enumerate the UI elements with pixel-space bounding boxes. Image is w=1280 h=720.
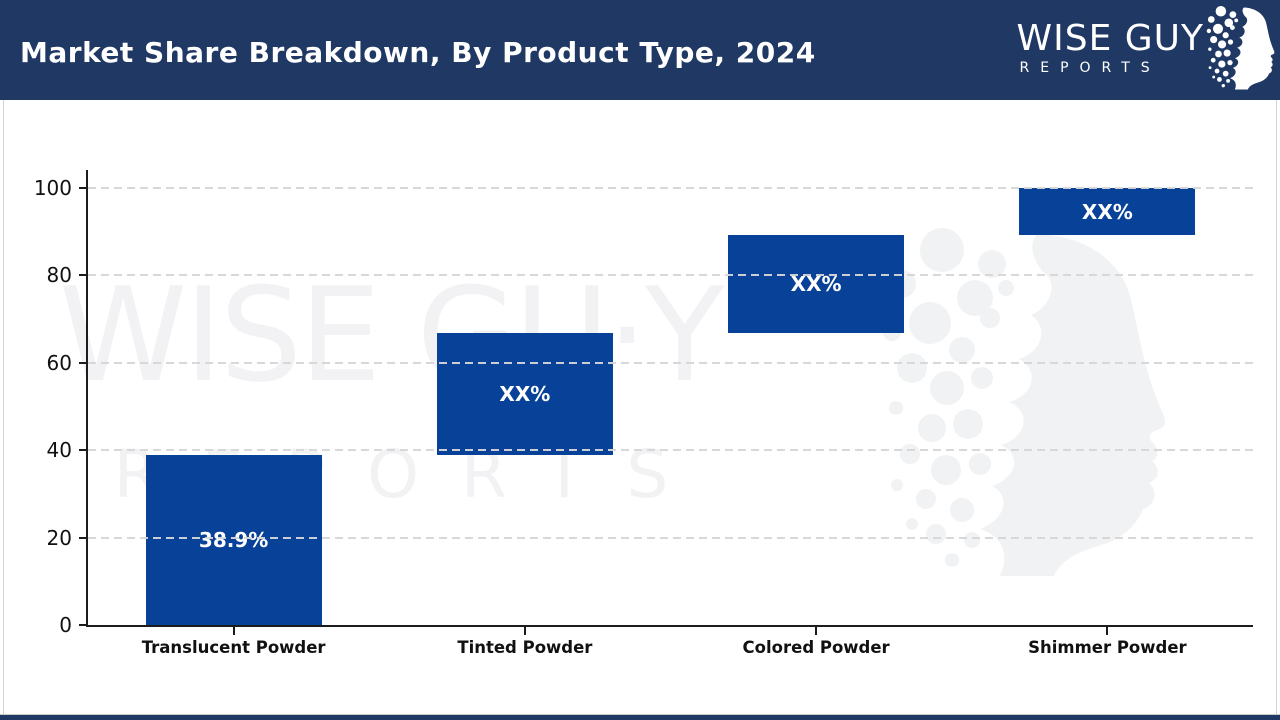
logo-wordmark: WISE GUY REPORTS <box>1016 18 1205 76</box>
y-tick-60 <box>79 361 86 364</box>
y-tick-label-100: 100 <box>33 176 72 200</box>
header: Market Share Breakdown, By Product Type,… <box>0 0 1280 100</box>
y-tick-100 <box>79 187 86 189</box>
y-tick-80 <box>79 274 86 277</box>
bar-value-label: XX% <box>1081 199 1133 224</box>
x-tick <box>1106 627 1109 635</box>
y-tick-40 <box>79 449 86 452</box>
gridline-40 <box>88 449 1253 452</box>
y-tick-0 <box>79 624 86 626</box>
category-label: Tinted Powder <box>457 638 593 657</box>
gridline-60 <box>88 361 1253 364</box>
category-label: Colored Powder <box>742 638 890 657</box>
bar-segment: XX% <box>436 333 613 455</box>
y-tick-20 <box>79 536 86 539</box>
bar-value-label: 38.9% <box>198 527 269 552</box>
y-tick-label-20: 20 <box>46 525 72 550</box>
left-edge-border <box>3 100 4 715</box>
category-label: Translucent Powder <box>141 638 326 657</box>
chart-area: WISE GU·Y REPORTS 38.9% XX% XX% XX% 0 20 40 60… <box>0 100 1280 715</box>
plot-area: 38.9% XX% XX% XX% <box>88 187 1253 625</box>
y-axis-line <box>86 170 88 627</box>
y-tick-label-80: 80 <box>46 263 72 288</box>
category-label: Shimmer Powder <box>1028 638 1187 657</box>
y-axis-labels: 0 20 40 60 80 100 <box>0 176 86 637</box>
y-tick-label-60: 60 <box>46 350 72 375</box>
chart-title: Market Share Breakdown, By Product Type,… <box>20 36 816 69</box>
x-tick <box>523 627 526 635</box>
bar-value-label: XX% <box>499 382 551 407</box>
wise-guy-reports-logo: WISE GUY REPORTS <box>1017 6 1279 90</box>
gridline-80 <box>88 274 1253 277</box>
face-profile-icon <box>1206 6 1278 90</box>
y-tick-label-0: 0 <box>59 613 72 637</box>
watermark-text-line1: WISE GU·Y <box>58 259 724 411</box>
x-tick <box>232 627 235 635</box>
bar-segment: XX% <box>728 235 905 334</box>
footer-strip <box>0 714 1280 720</box>
x-tick <box>815 627 818 635</box>
x-axis-labels: Translucent Powder Tinted Powder Colored P… <box>88 638 1253 664</box>
logo-wordmark-line1: WISE GUY <box>1016 18 1204 59</box>
logo-wordmark-line2: REPORTS <box>1019 60 1161 76</box>
bar-segment: 38.9% <box>145 455 322 625</box>
gridline-100 <box>88 187 1253 189</box>
bar-segment: XX% <box>1019 188 1196 236</box>
gridline-20 <box>88 536 1253 539</box>
x-axis-ticks <box>88 627 1253 635</box>
y-tick-label-40: 40 <box>46 438 72 463</box>
right-edge-border <box>1276 100 1277 715</box>
x-axis-line <box>86 625 1253 627</box>
